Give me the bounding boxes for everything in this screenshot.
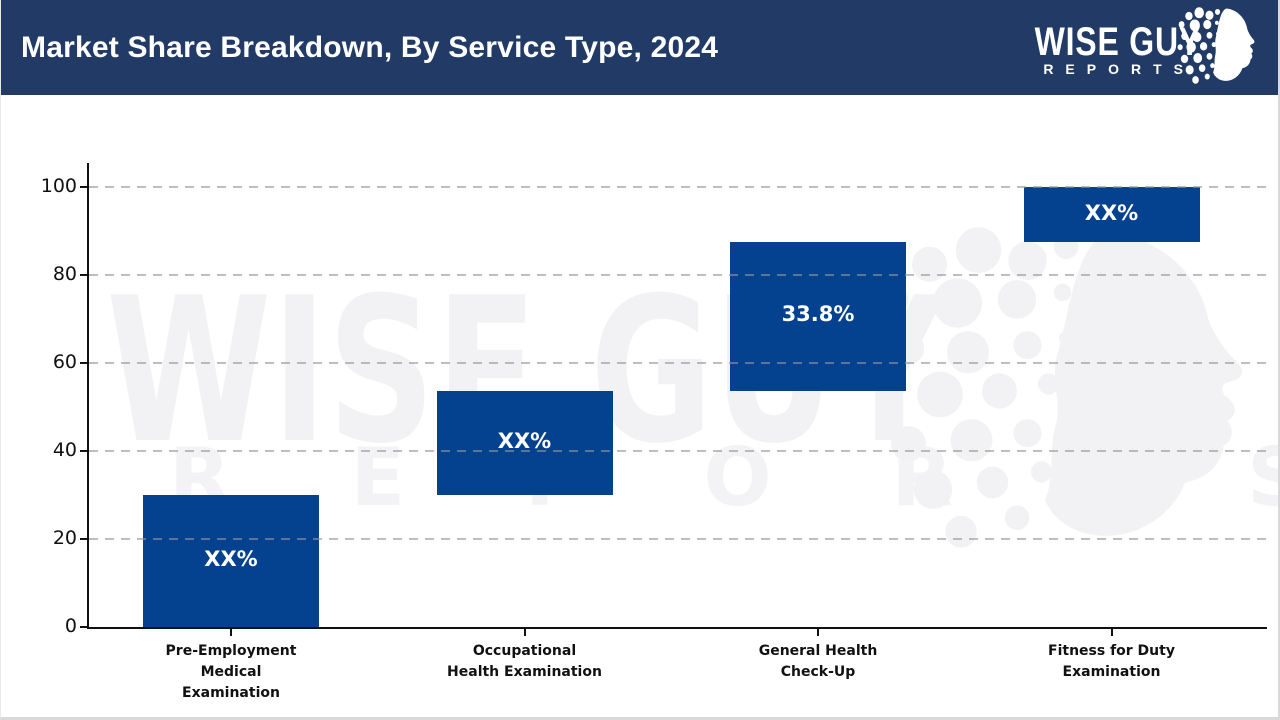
y-tick-100 [80, 186, 87, 188]
y-tick-label-100: 100 [40, 175, 77, 197]
y-tick-20 [80, 538, 87, 540]
bar-value-label-4: XX% [1084, 200, 1139, 225]
bar-segment-2 [436, 390, 613, 495]
x-tick-1 [230, 629, 232, 636]
bar-value-label-3: 33.8% [781, 302, 855, 327]
logo-face-icon [1177, 7, 1255, 84]
x-tick-2 [523, 629, 526, 636]
x-tick-4 [1110, 629, 1113, 636]
gridline-40 [89, 450, 1266, 452]
y-tick-label-40: 40 [52, 439, 77, 461]
y-tick-label-0: 0 [64, 615, 77, 637]
logo-subtext: REPORTS [1043, 61, 1195, 77]
gridline-20 [89, 538, 1266, 540]
x-tick-3 [817, 629, 819, 636]
gridline-80 [89, 274, 1266, 276]
y-tick-label-20: 20 [52, 527, 77, 549]
y-tick-60 [80, 362, 87, 364]
bar-segment-3 [730, 242, 906, 391]
x-axis-line [87, 627, 1267, 629]
x-category-label-4: Fitness for Duty Examination [1048, 643, 1175, 680]
y-tick-40 [80, 450, 87, 452]
x-category-label-3: General Health Check-Up [758, 643, 878, 680]
x-category-label-2: Occupational Health Examination [447, 643, 602, 680]
y-tick-label-80: 80 [52, 263, 77, 285]
bar-segment-4 [1023, 187, 1200, 242]
logo-wordmark: WISE GUY [1034, 20, 1201, 64]
gridline-60 [89, 362, 1266, 364]
wise-guy-logo: WISE GUY REPORTS [1031, 0, 1271, 95]
y-axis-line [87, 163, 89, 629]
x-category-label-1: Pre-Employment Medical Examination [165, 643, 297, 701]
bar-segment-1 [143, 495, 319, 627]
bar-value-label-2: XX% [497, 428, 552, 453]
chart-title: Market Share Breakdown, By Service Type,… [21, 30, 719, 64]
y-tick-label-60: 60 [52, 351, 77, 373]
bar-value-label-1: XX% [204, 547, 258, 571]
y-tick-0 [80, 626, 87, 628]
y-tick-80 [80, 274, 87, 276]
gridline-100 [89, 186, 1266, 188]
header: Market Share Breakdown, By Service Type,… [1, 0, 1278, 95]
